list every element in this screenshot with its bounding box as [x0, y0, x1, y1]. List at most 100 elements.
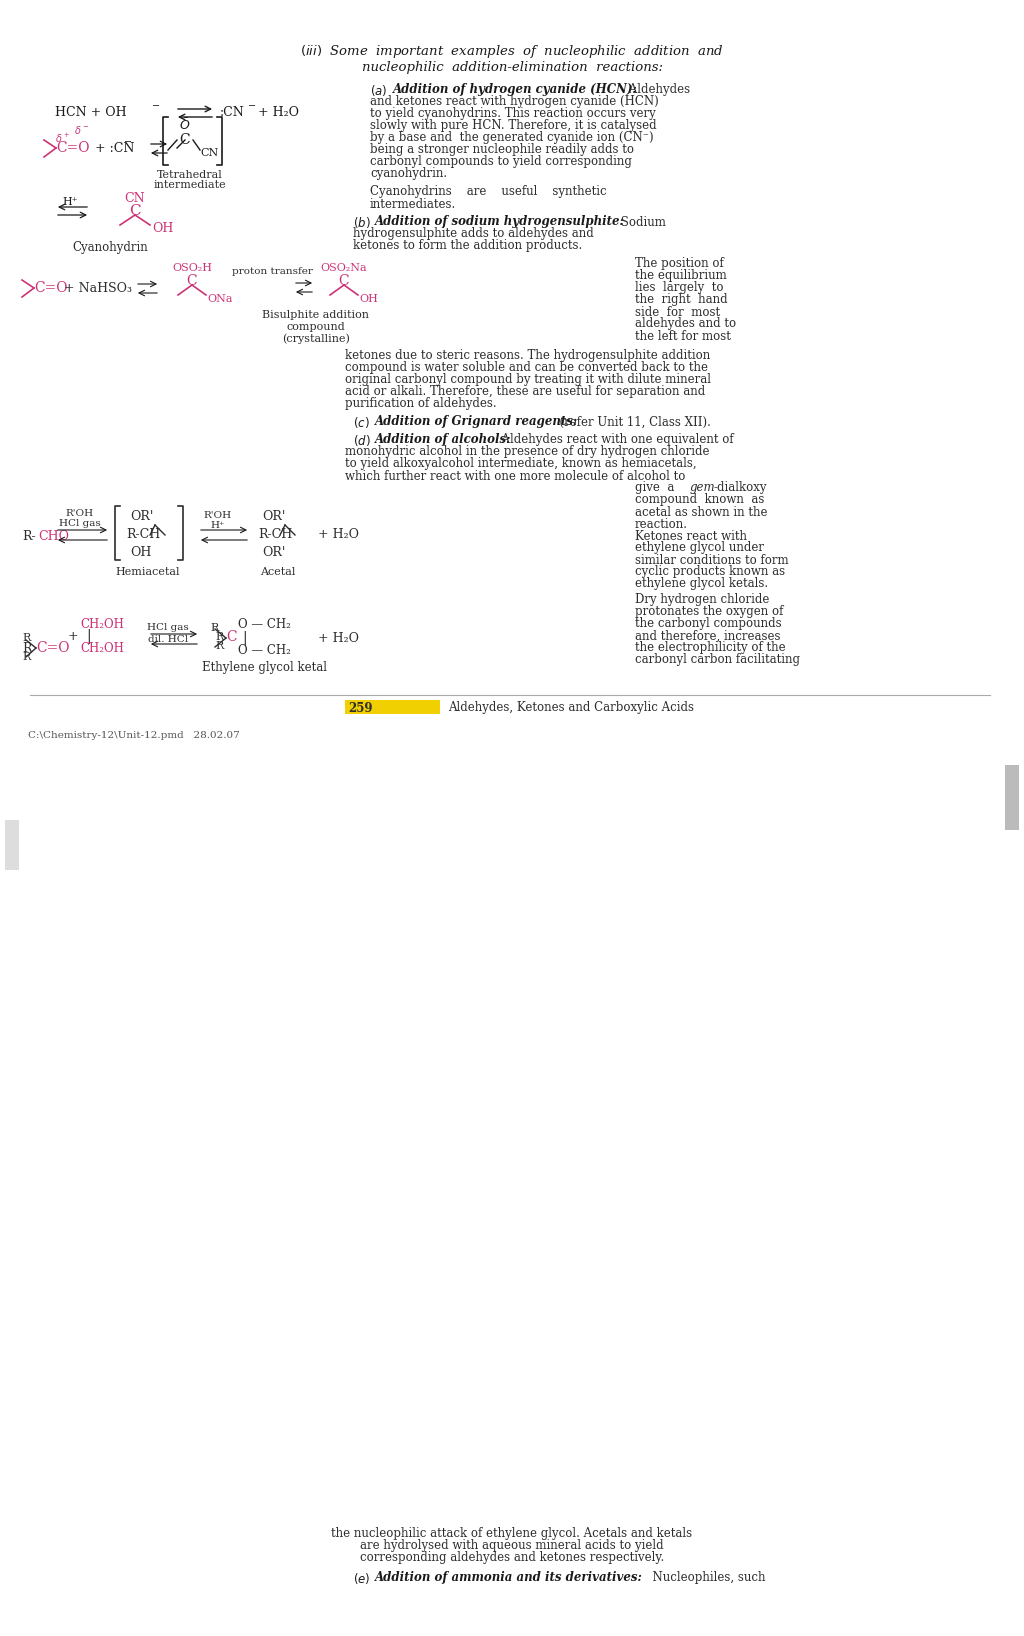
Text: ONa: ONa [207, 294, 232, 304]
Text: hydrogensulphite adds to aldehydes and: hydrogensulphite adds to aldehydes and [353, 227, 594, 240]
Text: acetal as shown in the: acetal as shown in the [635, 506, 768, 519]
Text: Ketones react with: Ketones react with [635, 530, 746, 543]
Text: R: R [22, 641, 32, 654]
Text: C=O: C=O [36, 641, 70, 654]
Text: nucleophilic  addition-elimination  reactions:: nucleophilic addition-elimination reacti… [361, 62, 663, 75]
Text: −: − [152, 103, 160, 111]
Text: monohydric alcohol in the presence of dry hydrogen chloride: monohydric alcohol in the presence of dr… [345, 445, 710, 458]
Text: C: C [186, 273, 198, 288]
Text: -dialkoxy: -dialkoxy [713, 481, 767, 494]
Text: (crystalline): (crystalline) [282, 334, 350, 344]
Text: reaction.: reaction. [635, 517, 688, 530]
Text: to yield alkoxyalcohol intermediate, known as hemiacetals,: to yield alkoxyalcohol intermediate, kno… [345, 458, 696, 471]
Text: HCl gas: HCl gas [59, 520, 101, 528]
Text: the  right  hand: the right hand [635, 293, 728, 306]
Text: Addition of ammonia and its derivatives:: Addition of ammonia and its derivatives: [375, 1572, 643, 1585]
Text: C:\Chemistry-12\Unit-12.pmd   28.02.07: C:\Chemistry-12\Unit-12.pmd 28.02.07 [28, 731, 240, 741]
Text: Addition of Grignard reagents:: Addition of Grignard reagents: [375, 416, 579, 429]
Text: ketones to form the addition products.: ketones to form the addition products. [353, 239, 583, 252]
Text: CH₂OH: CH₂OH [80, 641, 124, 654]
Text: intermediate: intermediate [154, 180, 226, 190]
Text: R: R [215, 631, 223, 641]
Text: Tetrahedral: Tetrahedral [157, 170, 223, 180]
Text: the nucleophilic attack of ethylene glycol. Acetals and ketals: the nucleophilic attack of ethylene glyc… [332, 1528, 692, 1541]
Text: C: C [129, 204, 141, 218]
Text: R'OH: R'OH [204, 512, 232, 520]
Text: Hemiacetal: Hemiacetal [116, 568, 180, 578]
Text: Acetal: Acetal [260, 568, 296, 578]
Text: OSO₂H: OSO₂H [172, 263, 212, 273]
Text: corresponding aldehydes and ketones respectively.: corresponding aldehydes and ketones resp… [359, 1551, 665, 1564]
Text: O — CH₂: O — CH₂ [238, 617, 291, 630]
Text: |: | [242, 630, 247, 646]
Text: side  for  most: side for most [635, 306, 720, 319]
Text: HCN + OH: HCN + OH [55, 105, 127, 118]
Text: Bisulphite addition: Bisulphite addition [262, 309, 370, 321]
Text: OR': OR' [130, 509, 154, 522]
Text: by a base and  the generated cyanide ion (CN⁻): by a base and the generated cyanide ion … [370, 131, 653, 144]
Text: and therefore, increases: and therefore, increases [635, 630, 780, 643]
Text: O — CH₂: O — CH₂ [238, 643, 291, 656]
Text: compound: compound [287, 322, 345, 332]
Text: to yield cyanohydrins. This reaction occurs very: to yield cyanohydrins. This reaction occ… [370, 108, 655, 121]
Text: dil. HCl: dil. HCl [147, 635, 188, 645]
Text: the left for most: the left for most [635, 329, 731, 342]
Text: H⁺: H⁺ [211, 522, 225, 530]
Text: −: − [124, 139, 132, 147]
Text: the carbonyl compounds: the carbonyl compounds [635, 617, 781, 630]
Bar [1005, 766, 1019, 829]
Text: Cyanohydrins    are    useful    synthetic: Cyanohydrins are useful synthetic [370, 185, 606, 198]
Bar [345, 700, 440, 713]
Text: are hydrolysed with aqueous mineral acids to yield: are hydrolysed with aqueous mineral acid… [360, 1539, 664, 1553]
Text: proton transfer: proton transfer [231, 268, 312, 276]
Text: $(c)$: $(c)$ [353, 414, 370, 430]
Text: gem: gem [690, 481, 716, 494]
Text: Aldehydes: Aldehydes [625, 83, 690, 97]
Text: C: C [339, 273, 349, 288]
Text: CN: CN [125, 191, 145, 204]
Text: Addition of sodium hydrogensulphite:: Addition of sodium hydrogensulphite: [375, 216, 625, 229]
Text: acid or alkali. Therefore, these are useful for separation and: acid or alkali. Therefore, these are use… [345, 386, 706, 399]
Text: OR': OR' [262, 545, 286, 558]
Text: Addition of hydrogen cyanide (HCN):: Addition of hydrogen cyanide (HCN): [393, 83, 638, 97]
Text: cyanohydrin.: cyanohydrin. [370, 167, 447, 180]
Text: :CN: :CN [220, 105, 245, 118]
Text: C=O: C=O [56, 141, 89, 155]
Text: The position of: The position of [635, 257, 724, 270]
Text: aldehydes and to: aldehydes and to [635, 317, 736, 330]
Text: 259: 259 [348, 702, 373, 715]
Text: OSO₂Na: OSO₂Na [321, 263, 368, 273]
Text: C: C [179, 133, 190, 147]
Text: OH: OH [359, 294, 378, 304]
Text: Aldehydes react with one equivalent of: Aldehydes react with one equivalent of [494, 434, 733, 447]
Text: + H₂O: + H₂O [318, 528, 359, 542]
Text: intermediates.: intermediates. [370, 198, 457, 211]
Text: lies  largely  to: lies largely to [635, 281, 724, 294]
Text: Nucleophiles, such: Nucleophiles, such [645, 1572, 766, 1585]
Text: R-: R- [22, 530, 36, 543]
Text: + H₂O: + H₂O [318, 631, 359, 645]
Text: R'OH: R'OH [66, 509, 94, 519]
Text: HCl gas: HCl gas [147, 623, 188, 633]
Text: $(e)$: $(e)$ [353, 1571, 371, 1585]
Text: $\delta^-$: $\delta^-$ [75, 124, 89, 136]
Bar [5, 820, 19, 870]
Text: purification of aldehydes.: purification of aldehydes. [345, 398, 497, 411]
Text: $(b)$: $(b)$ [353, 214, 371, 229]
Text: + :CN: + :CN [95, 141, 134, 154]
Text: R-CH: R-CH [258, 528, 292, 542]
Text: $(d)$: $(d)$ [353, 432, 371, 448]
Text: give  a: give a [635, 481, 682, 494]
Text: R: R [210, 623, 218, 633]
Text: C: C [226, 630, 237, 645]
Text: H⁺: H⁺ [62, 196, 78, 208]
Text: which further react with one more molecule of alcohol to: which further react with one more molecu… [345, 470, 685, 483]
Text: being a stronger nucleophile readily adds to: being a stronger nucleophile readily add… [370, 144, 634, 157]
Text: −: − [248, 103, 256, 111]
Text: compound  known  as: compound known as [635, 494, 764, 507]
Text: CN: CN [200, 147, 218, 159]
Text: + H₂O: + H₂O [254, 105, 299, 118]
Text: R: R [22, 633, 31, 643]
Text: $(iii)$  Some  important  examples  of  nucleophilic  addition  and: $(iii)$ Some important examples of nucle… [300, 44, 724, 61]
Text: Ethylene glycol ketal: Ethylene glycol ketal [203, 661, 328, 674]
